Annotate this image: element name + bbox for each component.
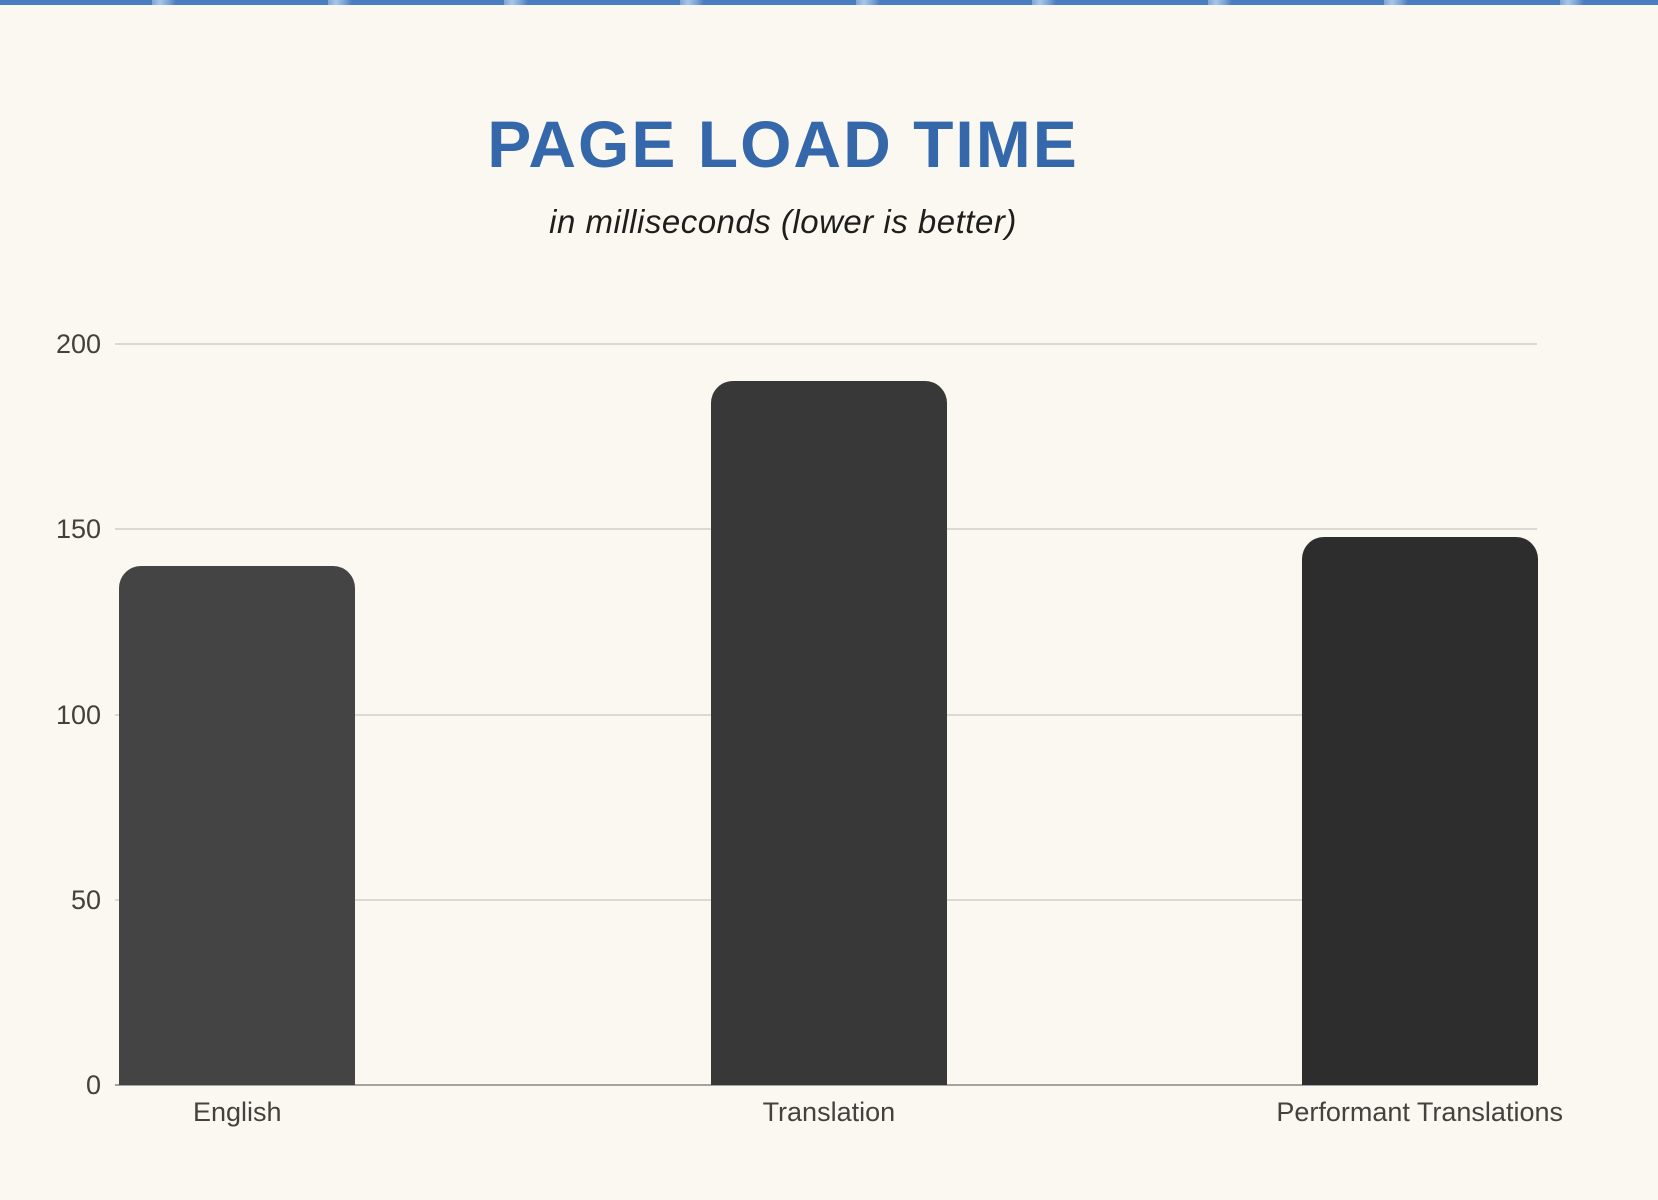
plot-area: 0 50 100 150 200 English Translation Performant… (56, 330, 1563, 1127)
y-tick-label-200: 200 (55, 329, 101, 359)
chart-subtitle: in milliseconds (lower is better) (549, 202, 1017, 240)
y-tick-label-0: 0 (85, 1070, 101, 1100)
bar-translation (710, 381, 947, 1085)
x-tick-label-translation: Translation (762, 1097, 896, 1127)
bar-english (119, 566, 356, 1085)
bar-performant-translations (1301, 536, 1538, 1085)
top-decorative-strip (0, 0, 1658, 5)
gridline-200 (115, 343, 1537, 345)
y-tick-label-100: 100 (55, 699, 101, 730)
y-tick-label-50: 50 (70, 884, 101, 915)
x-tick-label-performant-translations: Performant Translations (1276, 1097, 1563, 1127)
x-tick-label-english: English (193, 1097, 282, 1127)
x-axis-line (115, 1084, 1537, 1086)
chart-title: PAGE LOAD TIME (487, 107, 1079, 181)
y-tick-label-150: 150 (55, 514, 101, 545)
chart-header: PAGE LOAD TIME in milliseconds (lower is… (0, 0, 1566, 241)
